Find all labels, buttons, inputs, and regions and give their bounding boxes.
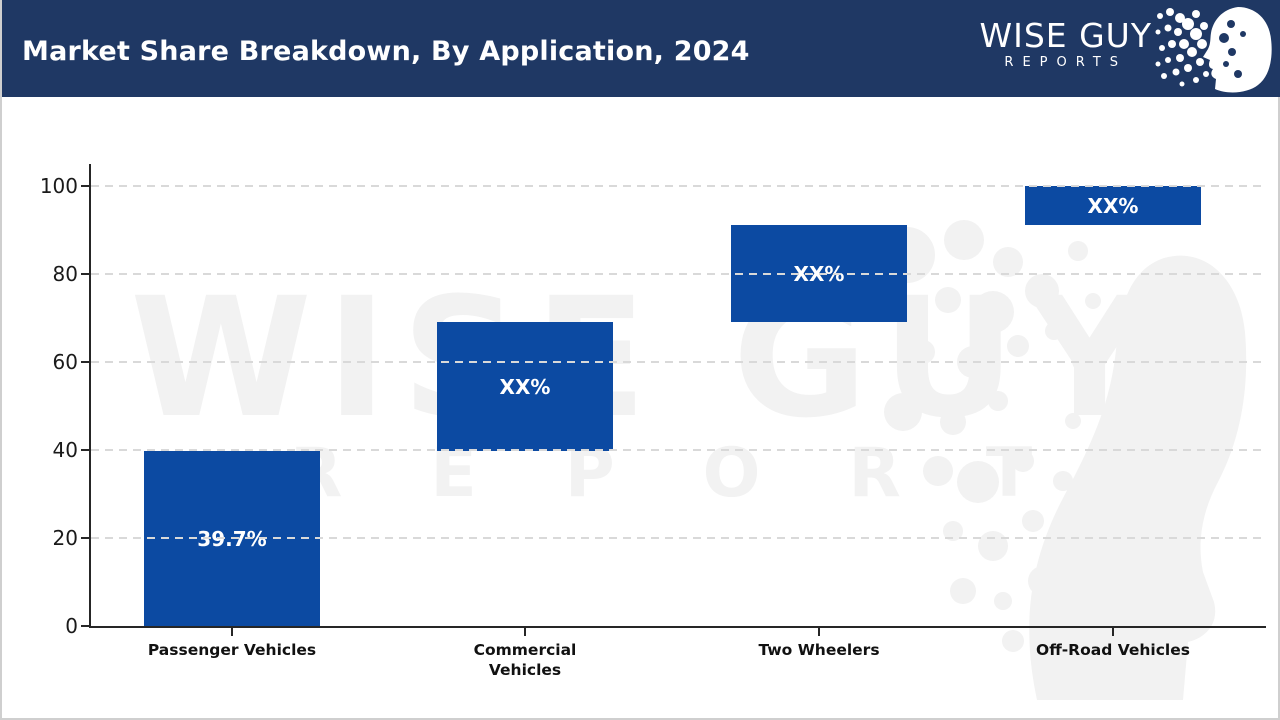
bar-value-label: XX% [499,374,551,399]
gridline-40 [91,449,1266,451]
brand-name-text: WISE GUY [979,16,1152,55]
gridline-100 [91,185,1266,187]
y-tick-80 [81,273,90,275]
gridline-20 [91,537,1266,539]
category-label: Two Wheelers [758,641,880,659]
brand-face-icon [1155,7,1272,93]
brand-sub-text: REPORTS [1004,55,1128,71]
y-tick-label-100: 100 [39,174,78,198]
brand-logo: WISE GUY REPORTS [979,16,1152,71]
x-tick [524,628,526,636]
x-tick [1112,628,1114,636]
x-axis-line [89,626,1266,628]
y-tick-label-40: 40 [52,438,78,462]
bar-segment: XX% [1025,186,1201,226]
y-tick-20 [81,537,90,539]
y-axis-line [89,164,91,628]
y-tick-40 [81,449,90,451]
header-banner: Market Share Breakdown, By Application, … [2,0,1280,97]
y-tick-label-20: 20 [52,526,78,550]
y-tick-0 [81,625,90,627]
x-tick [231,628,233,636]
category-label: Commercial Vehicles [473,641,577,680]
y-tick-60 [81,361,90,363]
y-tick-label-80: 80 [52,262,78,286]
bar-value-label: XX% [1087,193,1139,218]
bar-segment: XX% [437,322,613,452]
category-label: Passenger Vehicles [147,641,317,659]
category-label: Off-Road Vehicles [1036,641,1190,659]
y-tick-label-0: 0 [65,614,78,638]
y-tick-100 [81,185,90,187]
y-tick-label-60: 60 [52,350,78,374]
gridline-80 [91,273,1266,275]
chart-title: Market Share Breakdown, By Application, … [22,36,750,67]
x-tick [818,628,820,636]
gridline-60 [91,361,1266,363]
